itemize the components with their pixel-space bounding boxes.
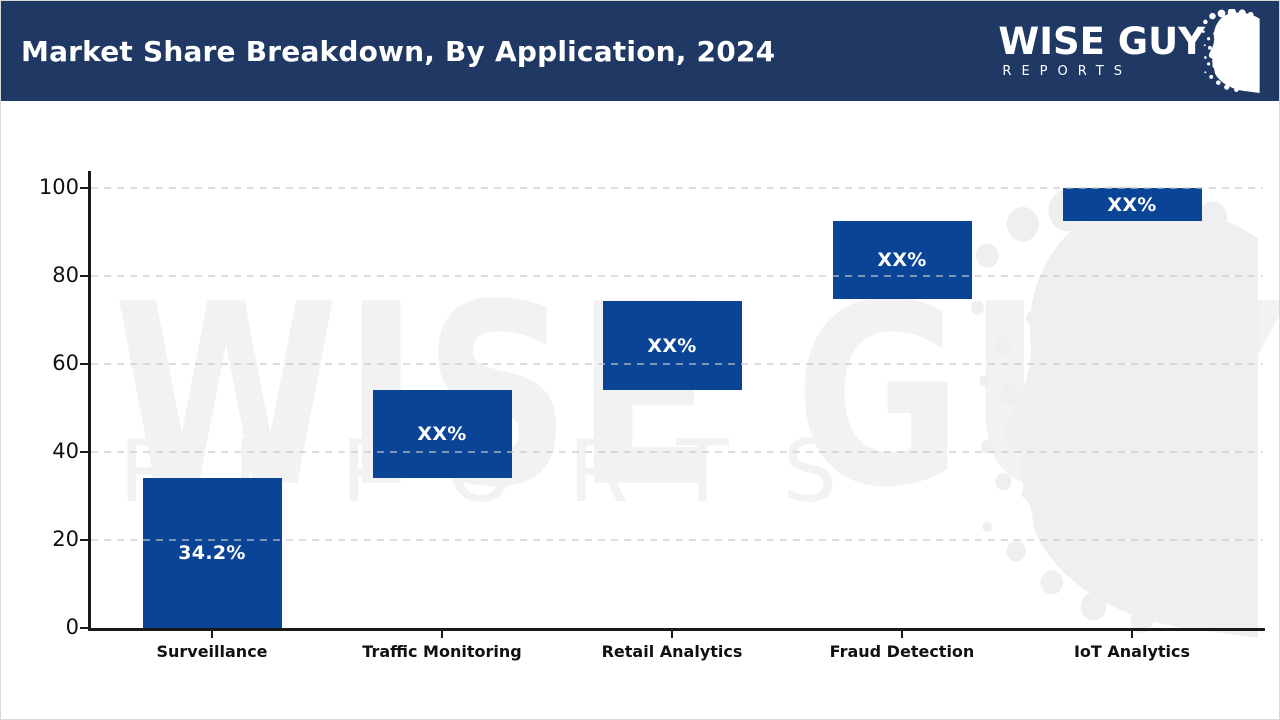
bar-traffic-monitoring: XX% [372, 390, 512, 478]
x-axis-line [88, 628, 1265, 631]
y-tick-mark [80, 627, 88, 629]
bar-fraud-detection: XX% [832, 221, 972, 300]
gridline-100 [91, 187, 1263, 189]
x-tick-mark [901, 631, 903, 638]
x-category-label: Surveillance [156, 642, 268, 661]
y-tick-mark [80, 363, 88, 365]
x-tick-mark [671, 631, 673, 638]
y-axis-line [88, 171, 91, 630]
y-tick-label: 80 [52, 263, 79, 287]
gridline-80 [91, 275, 1263, 277]
bar-value-label: XX% [417, 422, 467, 445]
y-tick-mark [80, 539, 88, 541]
x-category-label: Traffic Monitoring [362, 642, 522, 661]
gridline-40 [91, 451, 1263, 453]
x-category-label: Fraud Detection [829, 642, 975, 661]
bar-value-label: XX% [1107, 193, 1157, 216]
brand-tagline: REPORTS [1002, 64, 1133, 79]
bar-surveillance: 34.2% [142, 477, 282, 628]
brand-logo-text: WISE GUY REPORTS [998, 23, 1205, 79]
y-tick-label: 0 [65, 615, 79, 639]
x-tick-mark [211, 631, 213, 638]
bar-value-label: XX% [647, 334, 697, 357]
bar-value-label: XX% [877, 249, 927, 272]
brand-name: WISE GUY [998, 20, 1205, 63]
y-tick-mark [80, 451, 88, 453]
x-tick-mark [1131, 631, 1133, 638]
y-tick-mark [80, 187, 88, 189]
gridline-60 [91, 363, 1263, 365]
brand-head-icon [1191, 9, 1265, 93]
chart-title: Market Share Breakdown, By Application, … [21, 34, 776, 68]
watermark-head-icon [939, 186, 1261, 638]
y-tick-label: 60 [52, 351, 79, 375]
brand-logo: WISE GUY REPORTS [998, 1, 1265, 101]
x-tick-mark [441, 631, 443, 638]
bar-retail-analytics: XX% [602, 301, 742, 391]
y-tick-label: 100 [38, 175, 79, 199]
x-category-label: Retail Analytics [601, 642, 743, 661]
x-category-label: IoT Analytics [1073, 642, 1191, 661]
y-tick-mark [80, 275, 88, 277]
header-bar: Market Share Breakdown, By Application, … [1, 1, 1279, 101]
y-tick-label: 20 [52, 527, 79, 551]
y-tick-label: 40 [52, 439, 79, 463]
bar-iot-analytics: XX% [1062, 188, 1202, 221]
bar-value-label: 34.2% [178, 541, 246, 564]
gridline-20 [91, 539, 1263, 541]
